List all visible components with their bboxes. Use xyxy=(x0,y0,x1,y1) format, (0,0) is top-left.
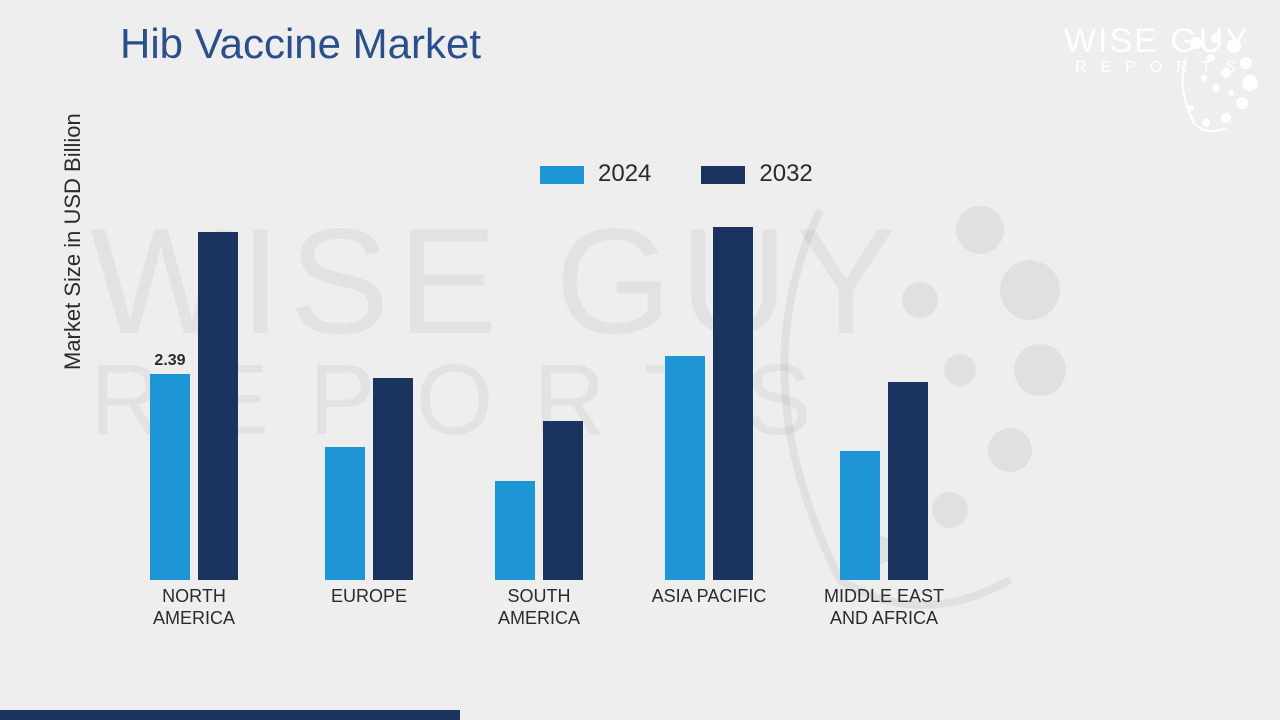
legend-label-2032: 2032 xyxy=(759,160,812,187)
plot-area: NORTH AMERICAEUROPESOUTH AMERICAASIA PAC… xyxy=(140,210,960,580)
legend-label-2024: 2024 xyxy=(598,160,651,187)
brand-line2: REPORTS xyxy=(1064,58,1250,77)
x-axis-label: SOUTH AMERICA xyxy=(469,586,609,629)
bar xyxy=(198,232,238,580)
chart-slide: Hib Vaccine Market WISE GUY REPORTS WISE… xyxy=(0,0,1280,720)
bar xyxy=(713,227,753,580)
bar xyxy=(888,382,928,580)
x-axis-label: NORTH AMERICA xyxy=(124,586,264,629)
legend-item-2024: 2024 xyxy=(540,160,651,188)
bottom-accent-bar xyxy=(0,710,460,720)
chart-legend: 2024 2032 xyxy=(540,160,813,188)
bar xyxy=(495,481,535,580)
legend-item-2032: 2032 xyxy=(701,160,812,188)
bar xyxy=(665,356,705,580)
y-axis-label: Market Size in USD Billion xyxy=(60,113,86,370)
legend-swatch-2032 xyxy=(701,166,745,184)
legend-swatch-2024 xyxy=(540,166,584,184)
bar xyxy=(373,378,413,580)
x-axis-label: EUROPE xyxy=(299,586,439,608)
bar-chart: Market Size in USD Billion 2024 2032 NOR… xyxy=(70,160,970,690)
bar xyxy=(325,447,365,580)
bar xyxy=(543,421,583,580)
brand-logo: WISE GUY REPORTS xyxy=(1064,24,1250,77)
x-axis-label: ASIA PACIFIC xyxy=(639,586,779,608)
bar xyxy=(840,451,880,580)
chart-title: Hib Vaccine Market xyxy=(120,20,481,68)
x-axis-label: MIDDLE EAST AND AFRICA xyxy=(814,586,954,629)
brand-line1: WISE GUY xyxy=(1064,24,1250,58)
bar-value-label: 2.39 xyxy=(140,352,200,370)
bar xyxy=(150,374,190,580)
